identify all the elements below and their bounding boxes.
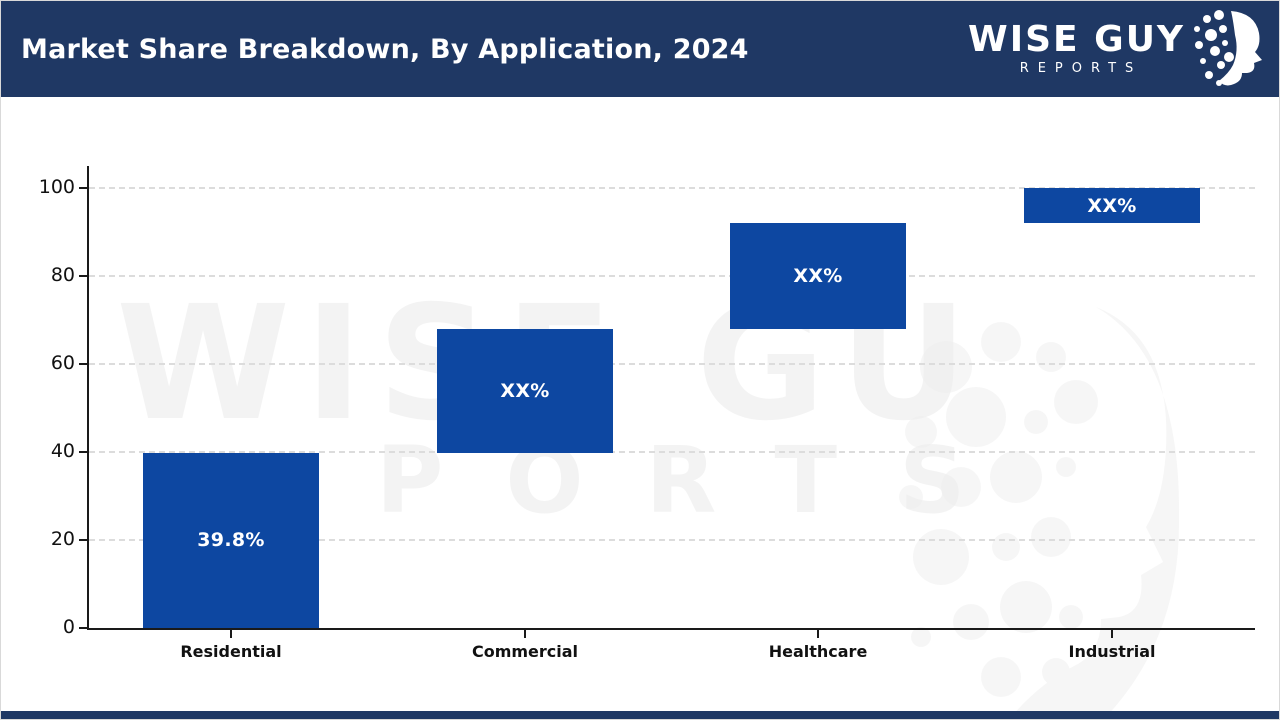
header-bar: Market Share Breakdown, By Application, … — [1, 1, 1279, 97]
x-axis-tick — [230, 630, 232, 638]
bar-commercial: XX% — [437, 328, 613, 453]
x-axis-tick — [1111, 630, 1113, 638]
y-axis-tick — [79, 275, 87, 277]
y-axis-tick-label: 40 — [50, 440, 75, 462]
y-axis-line — [87, 166, 89, 630]
x-axis-label-healthcare: Healthcare — [768, 642, 868, 661]
gridline — [89, 451, 1255, 453]
footer-bar — [1, 711, 1279, 719]
y-axis-tick — [79, 363, 87, 365]
x-axis-label-commercial: Commercial — [471, 642, 579, 661]
y-axis-tick-label: 0 — [62, 616, 75, 638]
brand-logo-text: WISE GUY REPORTS — [967, 19, 1185, 77]
y-axis-tick-label: 100 — [38, 176, 75, 198]
bar-healthcare: XX% — [730, 223, 906, 329]
bar-residential: 39.8% — [143, 452, 319, 628]
x-axis-label-residential: Residential — [180, 642, 282, 661]
bar-value-label-commercial: XX% — [500, 379, 550, 402]
x-axis-label-industrial: Industrial — [1068, 642, 1156, 661]
bar-value-label-healthcare: XX% — [793, 264, 843, 287]
y-axis-tick — [79, 451, 87, 453]
y-axis-tick — [79, 627, 87, 629]
gridline — [89, 363, 1255, 365]
x-axis-tick — [524, 630, 526, 638]
brand-logo: WISE GUY REPORTS — [967, 7, 1279, 91]
y-axis-tick-label: 80 — [50, 264, 75, 286]
bar-industrial: XX% — [1024, 188, 1200, 224]
bar-value-label-residential: 39.8% — [197, 529, 265, 552]
bar-value-label-industrial: XX% — [1087, 194, 1137, 217]
gridline — [89, 187, 1255, 189]
y-axis-tick-label: 20 — [50, 528, 75, 550]
brand-name: WISE GUY — [967, 19, 1185, 60]
y-axis-tick — [79, 187, 87, 189]
gridline — [89, 275, 1255, 277]
y-axis-tick-label: 60 — [50, 352, 75, 374]
x-axis-line — [87, 628, 1255, 630]
brand-face-icon — [1194, 10, 1262, 86]
page-title: Market Share Breakdown, By Application, … — [21, 33, 749, 65]
x-axis-tick — [817, 630, 819, 638]
y-axis-tick — [79, 539, 87, 541]
gridline — [89, 539, 1255, 541]
brand-subname: REPORTS — [1019, 61, 1143, 76]
